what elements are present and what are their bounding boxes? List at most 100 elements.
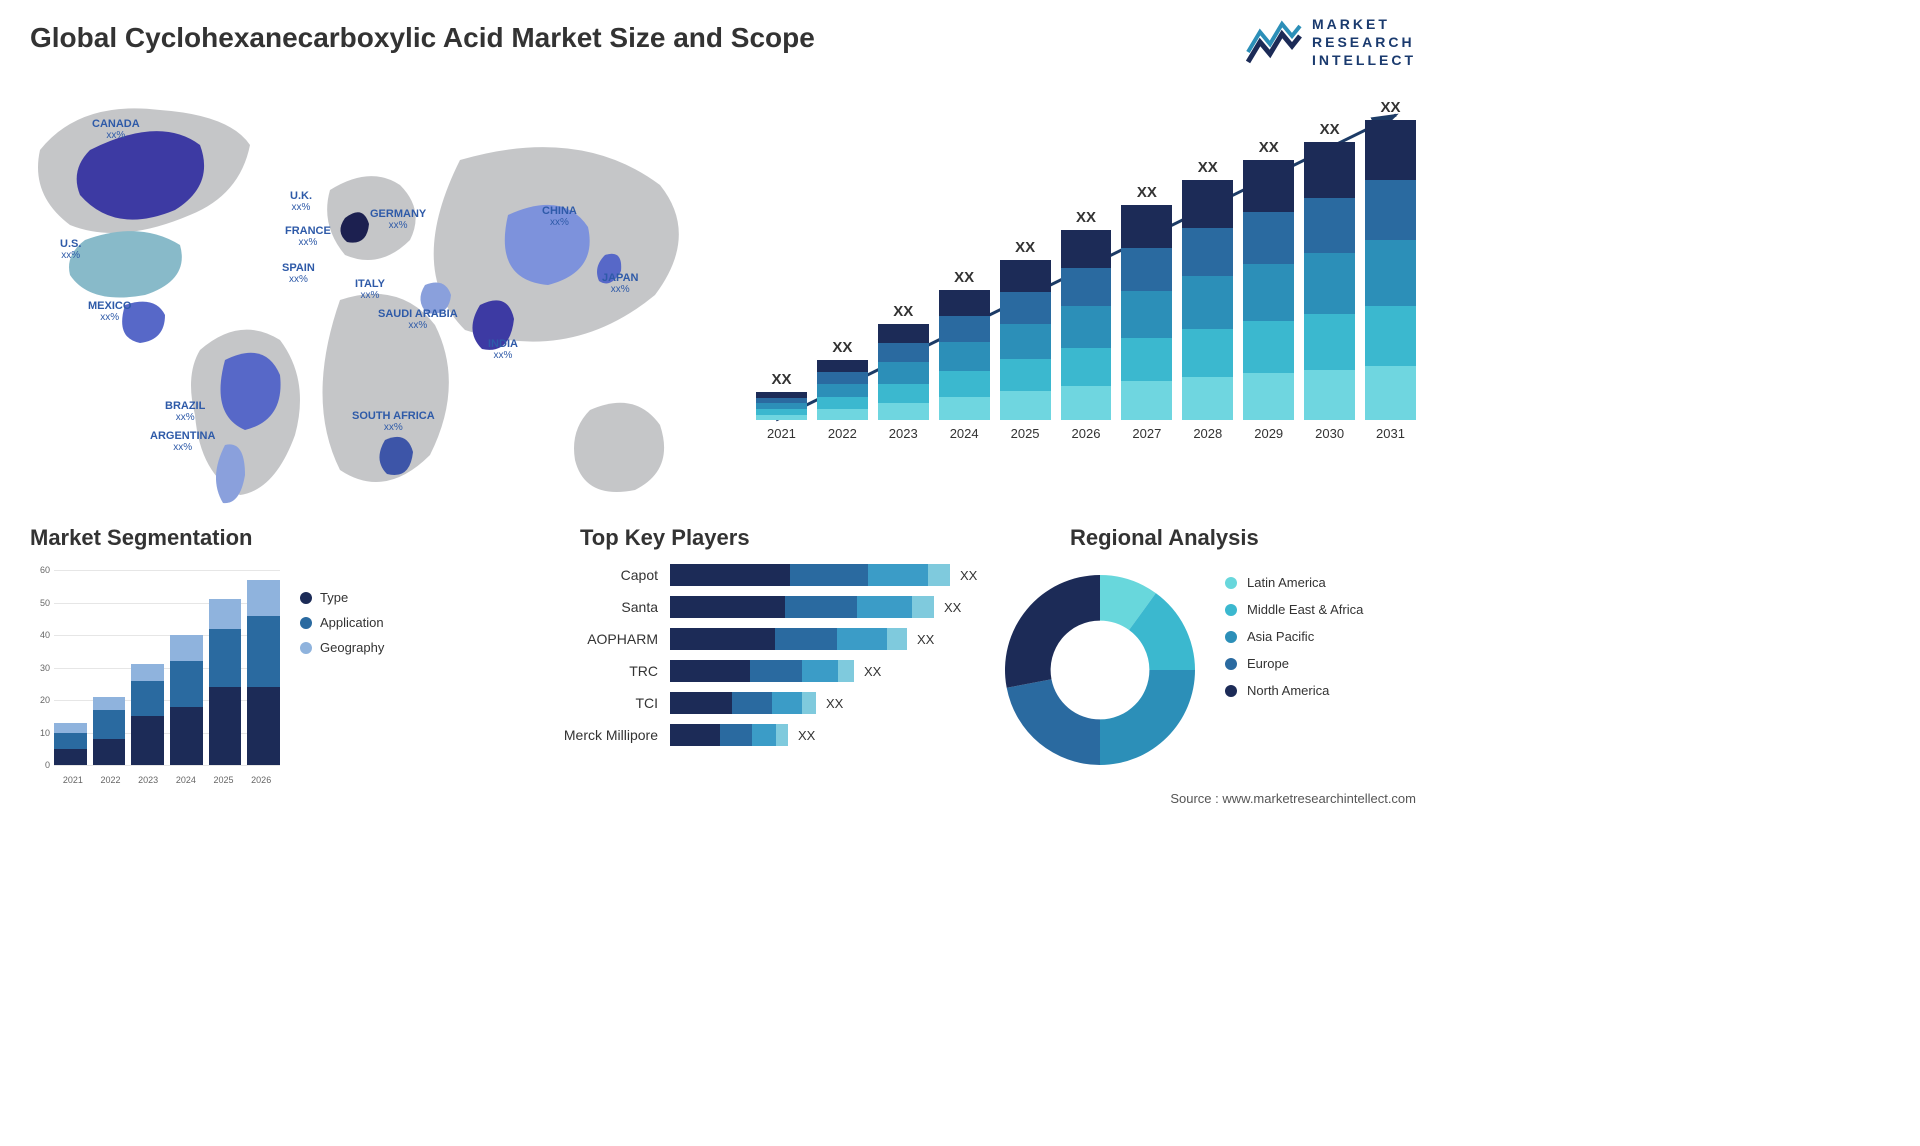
map-label-germany: GERMANYxx% bbox=[370, 208, 426, 231]
kp-segment bbox=[752, 724, 776, 746]
forecast-year-label: 2026 bbox=[1072, 426, 1101, 441]
forecast-value-label: XX bbox=[832, 339, 852, 356]
seg-segment bbox=[247, 580, 280, 616]
forecast-value-label: XX bbox=[954, 269, 974, 286]
forecast-year-label: 2024 bbox=[950, 426, 979, 441]
forecast-segment bbox=[1304, 370, 1355, 420]
forecast-segment bbox=[1243, 160, 1294, 212]
kp-segment bbox=[802, 660, 838, 682]
kp-bar bbox=[670, 660, 854, 682]
seg-segment bbox=[170, 707, 203, 766]
legend-label: North America bbox=[1247, 683, 1329, 698]
seg-year-label: 2024 bbox=[167, 775, 205, 785]
kp-value-label: XX bbox=[960, 568, 977, 583]
kp-segment bbox=[790, 564, 868, 586]
legend-label: Europe bbox=[1247, 656, 1289, 671]
forecast-year-label: 2027 bbox=[1132, 426, 1161, 441]
seg-segment bbox=[93, 710, 126, 739]
seg-ytick: 50 bbox=[40, 598, 50, 608]
forecast-segment bbox=[878, 324, 929, 343]
forecast-col-2021: XX2021 bbox=[756, 371, 807, 441]
forecast-segment bbox=[939, 397, 990, 420]
kp-segment bbox=[720, 724, 752, 746]
forecast-segment bbox=[1000, 260, 1051, 292]
seg-segment bbox=[93, 739, 126, 765]
forecast-value-label: XX bbox=[1137, 184, 1157, 201]
legend-label: Latin America bbox=[1247, 575, 1326, 590]
seg-segment bbox=[247, 616, 280, 688]
legend-dot bbox=[1225, 631, 1237, 643]
seg-segment bbox=[209, 687, 242, 765]
legend-dot bbox=[1225, 685, 1237, 697]
forecast-value-label: XX bbox=[1015, 239, 1035, 256]
page-title: Global Cyclohexanecarboxylic Acid Market… bbox=[30, 22, 815, 54]
forecast-segment bbox=[1365, 306, 1416, 366]
brand-logo: MARKET RESEARCH INTELLECT bbox=[1246, 15, 1416, 70]
kp-segment bbox=[776, 724, 788, 746]
kp-value-label: XX bbox=[798, 728, 815, 743]
kp-row-aopharm: AOPHARMXX bbox=[540, 624, 980, 654]
map-label-brazil: BRAZILxx% bbox=[165, 400, 205, 423]
kp-segment bbox=[785, 596, 857, 618]
forecast-segment bbox=[1061, 386, 1112, 420]
reg-legend-item: Middle East & Africa bbox=[1225, 602, 1363, 617]
map-label-saudi-arabia: SAUDI ARABIAxx% bbox=[378, 308, 458, 331]
forecast-segment bbox=[1243, 373, 1294, 420]
map-label-japan: JAPANxx% bbox=[602, 272, 638, 295]
forecast-col-2029: XX2029 bbox=[1243, 139, 1294, 441]
forecast-value-label: XX bbox=[1381, 99, 1401, 116]
reg-legend-item: North America bbox=[1225, 683, 1363, 698]
map-label-mexico: MEXICOxx% bbox=[88, 300, 131, 323]
forecast-segment bbox=[1365, 366, 1416, 420]
forecast-year-label: 2023 bbox=[889, 426, 918, 441]
seg-legend-item: Geography bbox=[300, 640, 384, 655]
kp-bar bbox=[670, 724, 788, 746]
seg-segment bbox=[93, 697, 126, 710]
logo-icon bbox=[1246, 18, 1302, 66]
forecast-value-label: XX bbox=[1076, 209, 1096, 226]
forecast-segment bbox=[1182, 329, 1233, 377]
reg-legend-item: Europe bbox=[1225, 656, 1363, 671]
forecast-value-label: XX bbox=[1259, 139, 1279, 156]
forecast-segment bbox=[878, 343, 929, 362]
kp-row-santa: SantaXX bbox=[540, 592, 980, 622]
forecast-segment bbox=[817, 360, 868, 372]
forecast-col-2027: XX 2027 bbox=[1121, 184, 1172, 441]
legend-dot bbox=[1225, 577, 1237, 589]
seg-ytick: 0 bbox=[45, 760, 50, 770]
kp-segment bbox=[670, 660, 750, 682]
legend-dot bbox=[300, 642, 312, 654]
kp-row-merck-millipore: Merck MilliporeXX bbox=[540, 720, 980, 750]
forecast-segment bbox=[1243, 321, 1294, 373]
kp-segment bbox=[887, 628, 907, 650]
donut-slice-europe bbox=[1007, 679, 1100, 765]
forecast-segment bbox=[1000, 391, 1051, 420]
forecast-chart: XX2021XX2022XX2023XX2024XX2025XX2026XX20… bbox=[756, 95, 1416, 465]
seg-col-2024 bbox=[170, 635, 203, 765]
kp-segment bbox=[928, 564, 950, 586]
forecast-year-label: 2031 bbox=[1376, 426, 1405, 441]
forecast-segment bbox=[1304, 198, 1355, 254]
kp-segment bbox=[772, 692, 802, 714]
map-label-italy: ITALYxx% bbox=[355, 278, 385, 301]
seg-year-label: 2025 bbox=[205, 775, 243, 785]
kp-segment bbox=[868, 564, 928, 586]
kp-segment bbox=[775, 628, 837, 650]
forecast-segment bbox=[1243, 264, 1294, 321]
forecast-segment bbox=[817, 409, 868, 420]
kp-segment bbox=[912, 596, 934, 618]
legend-label: Type bbox=[320, 590, 348, 605]
forecast-col-2024: XX 2024 bbox=[939, 269, 990, 441]
kp-name: Capot bbox=[540, 567, 670, 583]
seg-year-label: 2026 bbox=[242, 775, 280, 785]
forecast-segment bbox=[817, 384, 868, 397]
kp-segment bbox=[857, 596, 912, 618]
seg-segment bbox=[131, 664, 164, 680]
kp-segment bbox=[732, 692, 772, 714]
seg-segment bbox=[131, 716, 164, 765]
logo-line3: INTELLECT bbox=[1312, 51, 1416, 69]
segmentation-chart: 0102030405060 202120222023202420252026 T… bbox=[30, 560, 460, 790]
map-label-spain: SPAINxx% bbox=[282, 262, 315, 285]
forecast-segment bbox=[1243, 212, 1294, 264]
forecast-segment bbox=[878, 403, 929, 420]
